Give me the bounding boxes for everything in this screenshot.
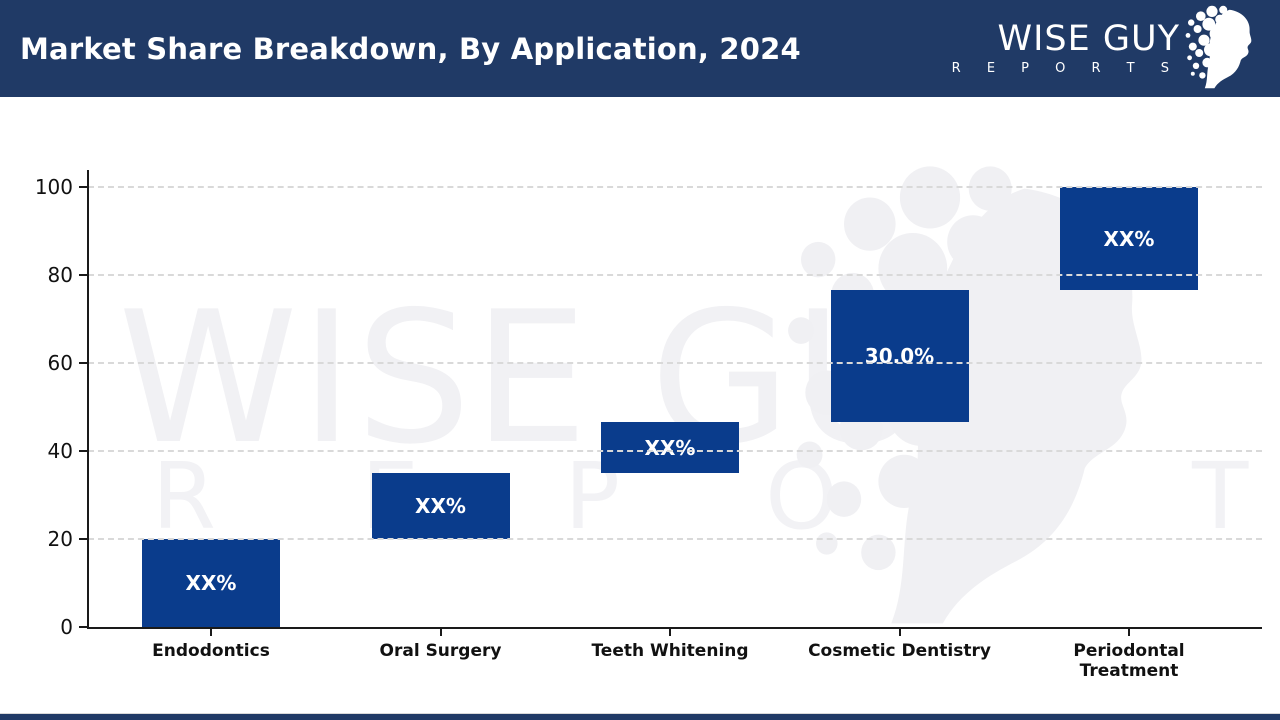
y-tick-100 xyxy=(79,186,88,188)
logo-subtext: R E P O R T S xyxy=(951,61,1180,76)
bar-periodontal-treatment: XX% xyxy=(1060,187,1198,291)
bar-teeth-whitening: XX% xyxy=(601,422,739,473)
x-axis-line xyxy=(87,627,1262,629)
gridline-60 xyxy=(88,362,1262,364)
x-tick-cosmetic-dentistry xyxy=(898,629,901,636)
x-tick-oral-surgery xyxy=(439,629,442,636)
y-axis-line xyxy=(87,170,89,629)
gridline-20 xyxy=(88,538,1262,540)
bar-endodontics: XX% xyxy=(142,539,280,627)
y-tick-0 xyxy=(79,626,88,628)
x-category-label-cosmetic-dentistry: Cosmetic Dentistry xyxy=(808,641,991,661)
logo-wordmark: WISE GUY xyxy=(997,19,1180,59)
x-category-label-oral-surgery: Oral Surgery xyxy=(379,641,502,661)
x-tick-endodontics xyxy=(210,629,212,636)
footer-rule xyxy=(0,713,1280,714)
bar-value-label-teeth-whitening: XX% xyxy=(644,435,696,460)
gridline-100 xyxy=(88,186,1262,188)
y-tick-20 xyxy=(79,538,88,540)
y-tick-80 xyxy=(79,274,88,276)
y-tick-label-60: 60 xyxy=(47,351,73,375)
y-tick-label-80: 80 xyxy=(47,263,73,287)
bar-oral-surgery: XX% xyxy=(371,473,510,539)
x-tick-periodontal-treatment xyxy=(1128,629,1130,636)
bar-value-label-endodontics: XX% xyxy=(185,571,237,595)
y-tick-label-20: 20 xyxy=(47,527,73,551)
wise-guy-reports-logo: WISE GUY R E P O R T S xyxy=(948,5,1266,93)
header-bar: Market Share Breakdown, By Application, … xyxy=(0,0,1280,97)
y-tick-40 xyxy=(79,450,88,452)
x-category-label-endodontics: Endodontics xyxy=(152,641,270,661)
bar-value-label-periodontal-treatment: XX% xyxy=(1103,226,1155,251)
x-tick-teeth-whitening xyxy=(669,629,671,636)
y-tick-label-100: 100 xyxy=(34,175,73,199)
chart-title: Market Share Breakdown, By Application, … xyxy=(20,31,801,66)
bar-value-label-cosmetic-dentistry: 30.0% xyxy=(864,344,935,369)
logo-text: WISE GUY R E P O R T S xyxy=(948,19,1180,76)
x-category-label-periodontal-treatment: Periodontal Treatment xyxy=(1073,641,1185,682)
y-tick-label-0: 0 xyxy=(60,615,73,639)
footer-bar xyxy=(0,714,1280,720)
y-tick-60 xyxy=(79,362,88,364)
bar-value-label-oral-surgery: XX% xyxy=(415,494,466,518)
y-tick-label-40: 40 xyxy=(47,439,73,463)
bar-cosmetic-dentistry: 30.0% xyxy=(830,290,969,423)
x-category-label-teeth-whitening: Teeth Whitening xyxy=(591,641,749,661)
gridline-80 xyxy=(88,274,1262,276)
gridline-40 xyxy=(88,450,1262,452)
